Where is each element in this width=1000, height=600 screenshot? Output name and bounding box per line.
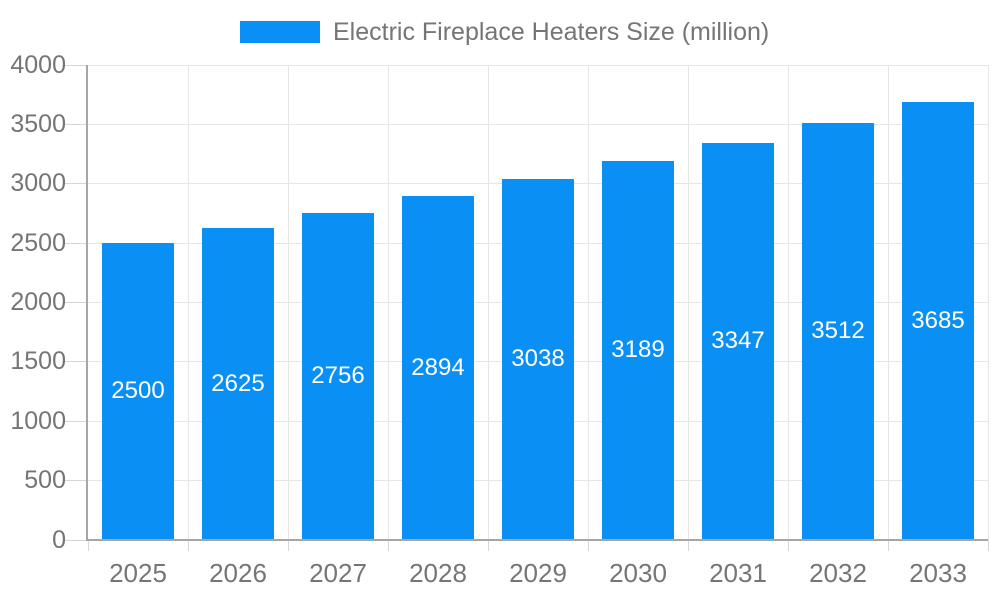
x-axis-tick [987,540,989,551]
gridline-vertical [887,65,889,540]
legend-label: Electric Fireplace Heaters Size (million… [333,17,770,46]
x-axis-category-label: 2026 [209,558,267,588]
x-axis-category-label: 2029 [509,558,567,588]
y-axis-tick [64,183,87,185]
y-axis-tick-label: 500 [24,466,66,495]
y-axis-tick [64,480,87,482]
gridline-vertical [387,65,389,540]
x-axis-tick [387,540,389,551]
gridline-horizontal [88,123,988,125]
gridline-vertical [487,65,489,540]
x-axis-tick [287,540,289,551]
bar[interactable]: 2894 [402,196,474,539]
gridline-vertical [687,65,689,540]
bar[interactable]: 2500 [102,243,174,539]
y-axis-tick-label: 0 [52,525,66,554]
bar-value-label: 2500 [111,377,165,405]
y-axis-tick-label: 1500 [10,347,66,376]
y-axis-tick-label: 4000 [10,50,66,79]
gridline-vertical [787,65,789,540]
x-axis-tick [887,540,889,551]
bar[interactable]: 3189 [602,161,674,539]
bar-value-label: 2756 [311,361,365,389]
y-axis-tick [64,420,87,422]
x-axis-category-label: 2033 [909,558,967,588]
bar[interactable]: 3512 [802,122,874,539]
x-axis-category-label: 2031 [709,558,767,588]
y-axis-tick-label: 2000 [10,288,66,316]
x-axis-line [88,539,988,541]
bar[interactable]: 2756 [302,212,374,539]
y-axis-tick [64,242,87,244]
bar[interactable]: 3685 [902,102,974,539]
y-axis-tick [64,123,87,125]
y-axis-tick-label: 1000 [10,406,66,435]
x-axis-tick [87,540,89,551]
y-axis-tick [64,64,87,66]
y-axis-tick [64,302,87,303]
y-axis-tick [64,539,87,541]
y-axis-tick [64,361,87,363]
y-axis-tick-label: 3500 [10,109,66,138]
bar-value-label: 3189 [611,336,665,364]
y-axis-tick-label: 3000 [10,169,66,198]
gridline-vertical [187,65,189,540]
bar[interactable]: 3038 [502,179,574,539]
x-axis-category-label: 2032 [809,558,867,588]
legend-swatch[interactable] [240,21,320,43]
bar-value-label: 3512 [811,316,865,344]
legend[interactable]: Electric Fireplace Heaters Size (million… [240,17,770,46]
y-axis-line [86,65,88,541]
bar-value-label: 3347 [711,326,765,354]
x-axis-tick [787,540,789,551]
x-axis-category-label: 2028 [409,558,467,588]
gridline-horizontal [88,64,988,66]
gridline-vertical [587,65,589,540]
x-axis-tick [587,540,589,551]
x-axis-category-label: 2025 [109,558,167,588]
x-axis-category-label: 2030 [609,558,667,588]
x-axis-category-label: 2027 [309,558,367,588]
x-axis-tick [487,540,489,551]
x-axis-tick [187,540,189,551]
bar-value-label: 2894 [411,353,465,381]
x-axis-tick [687,540,689,551]
gridline-vertical [987,65,989,540]
bar-value-label: 3685 [911,306,965,334]
bar[interactable]: 2625 [202,228,274,539]
bar-value-label: 2625 [211,369,265,397]
gridline-vertical [287,65,289,540]
y-axis-tick-label: 2500 [10,228,66,257]
bar-value-label: 3038 [511,345,565,373]
bar[interactable]: 3347 [702,142,774,539]
